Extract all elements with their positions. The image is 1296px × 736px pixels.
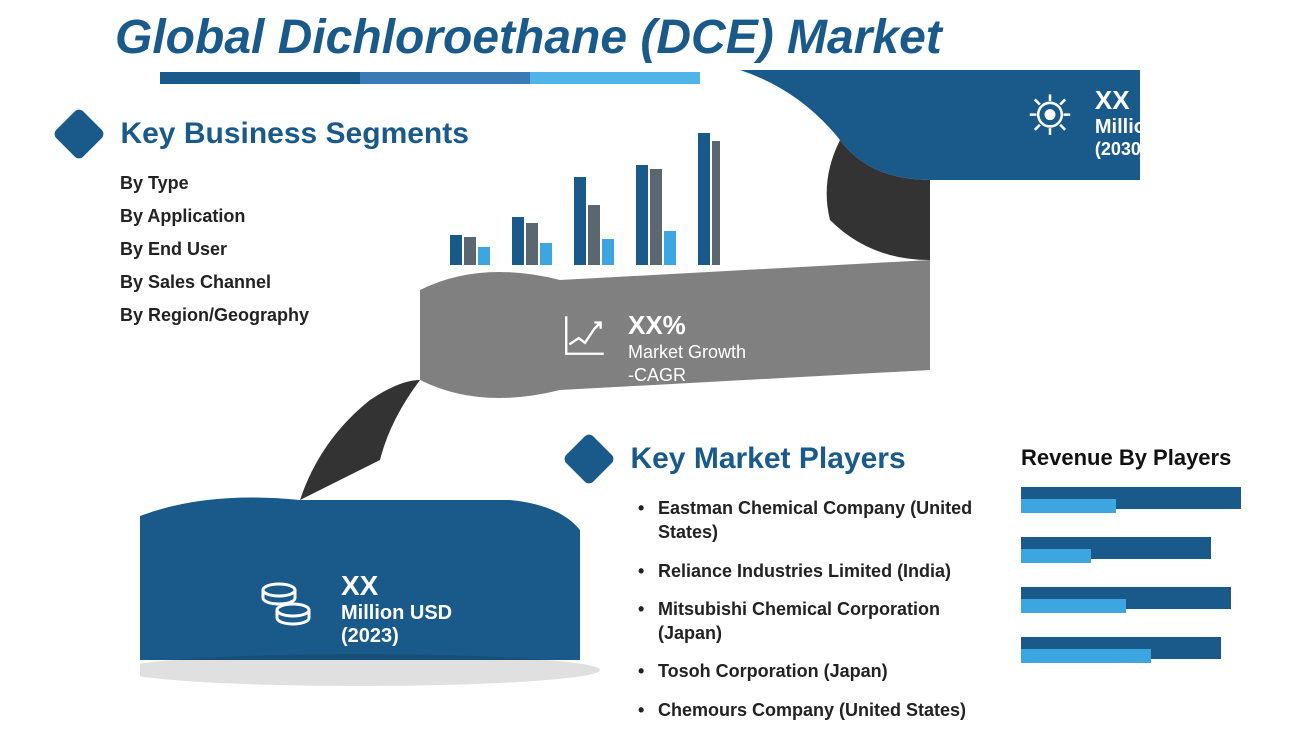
diamond-icon [52, 107, 106, 161]
base-year-panel: XX Million USD (2023) [255, 570, 452, 648]
players-list: Eastman Chemical Company (United States)… [638, 496, 990, 722]
base-value: XX [341, 570, 452, 602]
page-title: Global Dichloroethane (DCE) Market [115, 10, 942, 65]
growth-chart-icon [560, 310, 610, 360]
forecast-value: XX [1095, 85, 1206, 116]
coins-icon [255, 570, 319, 634]
player-item: Mitsubishi Chemical Corporation (Japan) [638, 597, 990, 646]
forecast-unit: Million USD [1095, 116, 1206, 139]
revenue-bar [1021, 537, 1261, 565]
diamond-icon [562, 432, 616, 486]
base-year: (2023) [341, 625, 452, 648]
forecast-panel: XX Million USD (2030) [1023, 85, 1206, 160]
player-item: Eastman Chemical Company (United States) [638, 496, 990, 545]
revenue-bar [1021, 587, 1261, 615]
players-heading: Key Market Players [630, 442, 905, 476]
segments-bar-chart [440, 100, 720, 270]
segment-item: By Region/Geography [120, 305, 469, 326]
player-item: Tosoh Corporation (Japan) [638, 659, 990, 683]
player-item: Chemours Company (United States) [638, 698, 990, 722]
growth-value: XX% [628, 310, 746, 341]
players-section: Key Market Players Eastman Chemical Comp… [570, 440, 990, 736]
segment-item: By End User [120, 239, 469, 260]
segment-item: By Sales Channel [120, 272, 469, 293]
revenue-heading: Revenue By Players [1021, 445, 1261, 471]
segment-item: By Application [120, 206, 469, 227]
segments-list: By Type By Application By End User By Sa… [120, 173, 469, 326]
revenue-bar [1021, 637, 1261, 665]
revenue-section: Revenue By Players [1021, 445, 1261, 687]
growth-panel: XX% Market Growth -CAGR [560, 310, 746, 388]
growth-label1: Market Growth [628, 341, 746, 364]
segments-heading: Key Business Segments [120, 117, 468, 151]
player-item: Reliance Industries Limited (India) [638, 559, 990, 583]
revenue-bar [1021, 487, 1261, 515]
growth-label2: -CAGR [628, 364, 746, 387]
base-unit: Million USD [341, 602, 452, 625]
lightbulb-icon [1023, 91, 1077, 145]
segment-item: By Type [120, 173, 469, 194]
segments-section: Key Business Segments By Type By Applica… [60, 115, 469, 338]
forecast-year: (2030) [1095, 139, 1206, 160]
